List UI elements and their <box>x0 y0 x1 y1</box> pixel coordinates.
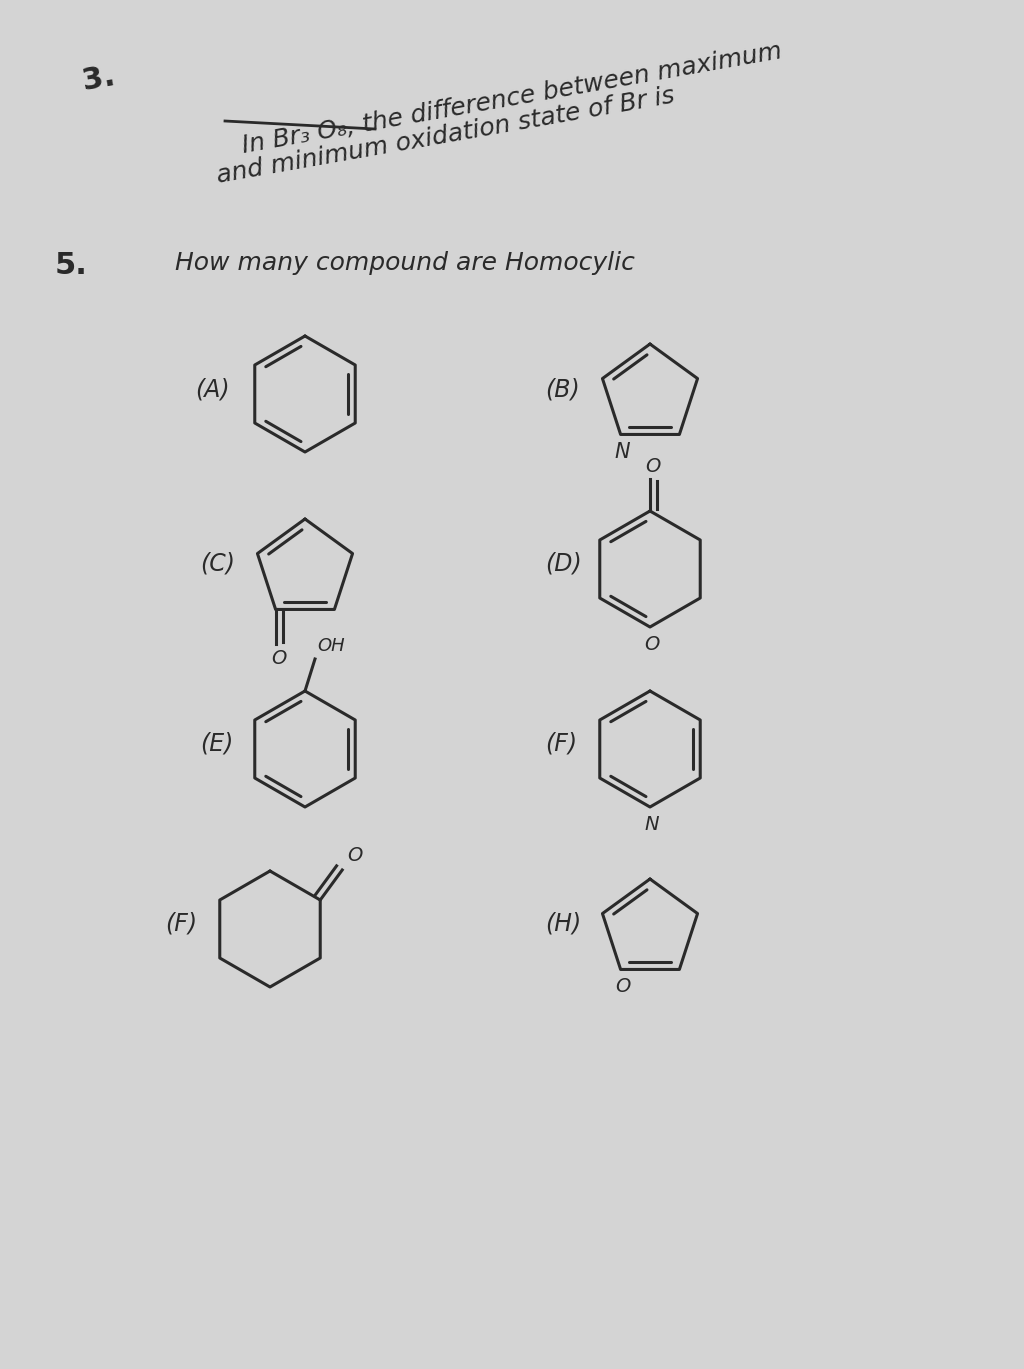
Text: (C): (C) <box>200 552 234 576</box>
Text: and minimum oxidation state of Br is: and minimum oxidation state of Br is <box>215 84 677 189</box>
Text: O: O <box>615 977 631 997</box>
Text: (H): (H) <box>545 912 582 936</box>
Text: N: N <box>614 442 631 463</box>
Text: 3.: 3. <box>80 62 118 96</box>
Text: 5.: 5. <box>55 251 88 281</box>
Text: N: N <box>645 815 659 834</box>
Text: How many compound are Homocylic: How many compound are Homocylic <box>175 251 635 275</box>
Text: In Br₃ O₈, the difference between maximum: In Br₃ O₈, the difference between maximu… <box>240 38 783 157</box>
Text: O: O <box>271 649 287 668</box>
Text: (A): (A) <box>195 376 229 401</box>
Text: OH: OH <box>317 637 345 654</box>
Text: O: O <box>347 846 362 865</box>
Text: (D): (D) <box>545 552 582 576</box>
Text: O: O <box>645 457 660 476</box>
Text: (F): (F) <box>545 732 578 756</box>
Text: (B): (B) <box>545 376 580 401</box>
Text: O: O <box>644 635 659 654</box>
Text: (E): (E) <box>200 732 233 756</box>
Text: (F): (F) <box>165 912 198 936</box>
